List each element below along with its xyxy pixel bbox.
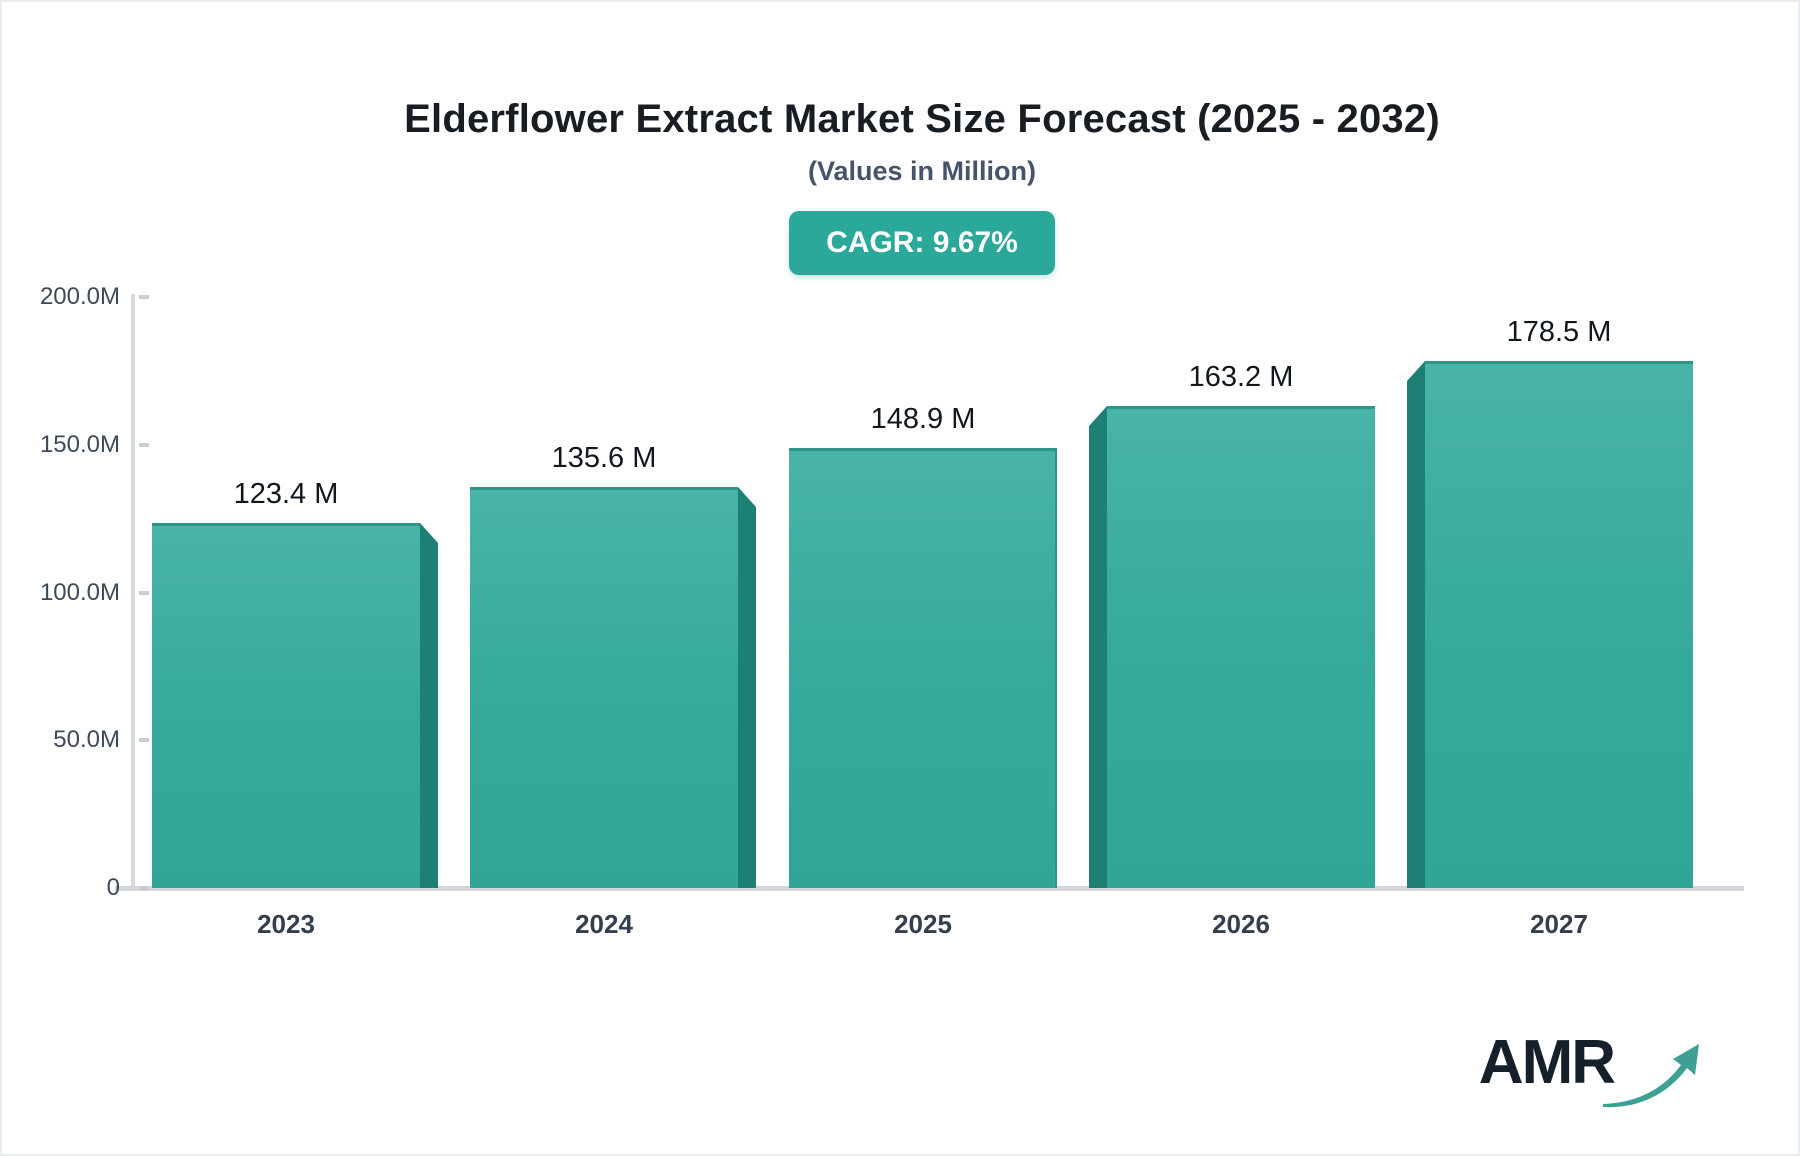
y-tick-mark (139, 590, 149, 595)
x-axis-label: 2023 (257, 909, 315, 939)
bar-3d-side-face (1407, 361, 1425, 888)
growth-arrow-icon (1603, 1044, 1699, 1108)
x-axis-label: 2025 (894, 909, 952, 939)
bar-3d-side-face (420, 523, 438, 888)
bar-value-label: 178.5 M (1506, 316, 1612, 348)
x-axis-baseline (115, 886, 1744, 891)
amr-logo-text: AMR (1478, 1028, 1616, 1097)
cagr-badge: CAGR: 9.67% (789, 211, 1055, 275)
y-axis-line (131, 294, 135, 889)
x-axis-label: 2026 (1212, 909, 1270, 939)
y-tick-label: 0 (106, 874, 120, 901)
bar-2024 (470, 487, 738, 888)
y-tick-label: 200.0M (39, 283, 120, 310)
y-tick-mark (139, 738, 149, 743)
y-tick-mark (139, 442, 149, 447)
bar-value-label: 123.4 M (233, 478, 339, 510)
chart-subtitle: (Values in Million) (807, 156, 1037, 186)
y-tick-label: 100.0M (39, 578, 120, 606)
bar-value-label: 148.9 M (870, 403, 976, 435)
y-tick-label: 50.0M (53, 726, 120, 754)
amr-logo: AMR (1479, 1032, 1700, 1112)
bar-2026 (1107, 406, 1375, 888)
y-tick-label: 150.0M (39, 430, 120, 458)
y-tick-mark (139, 886, 149, 890)
chart-header: Elderflower Extract Market Size Forecast… (24, 2, 1798, 275)
bar-value-label: 135.6 M (551, 442, 657, 474)
bar-2025 (789, 448, 1057, 888)
bar-2027 (1425, 361, 1693, 888)
bar-2023 (152, 523, 420, 888)
bar-3d-side-face (738, 487, 756, 888)
x-axis-label: 2027 (1530, 909, 1588, 939)
bar-3d-side-face (1089, 406, 1107, 888)
bar-value-label: 163.2 M (1188, 361, 1294, 393)
y-tick-mark (139, 295, 149, 299)
x-axis-label: 2024 (575, 909, 633, 939)
chart-title: Elderflower Extract Market Size Forecast… (404, 97, 1440, 141)
